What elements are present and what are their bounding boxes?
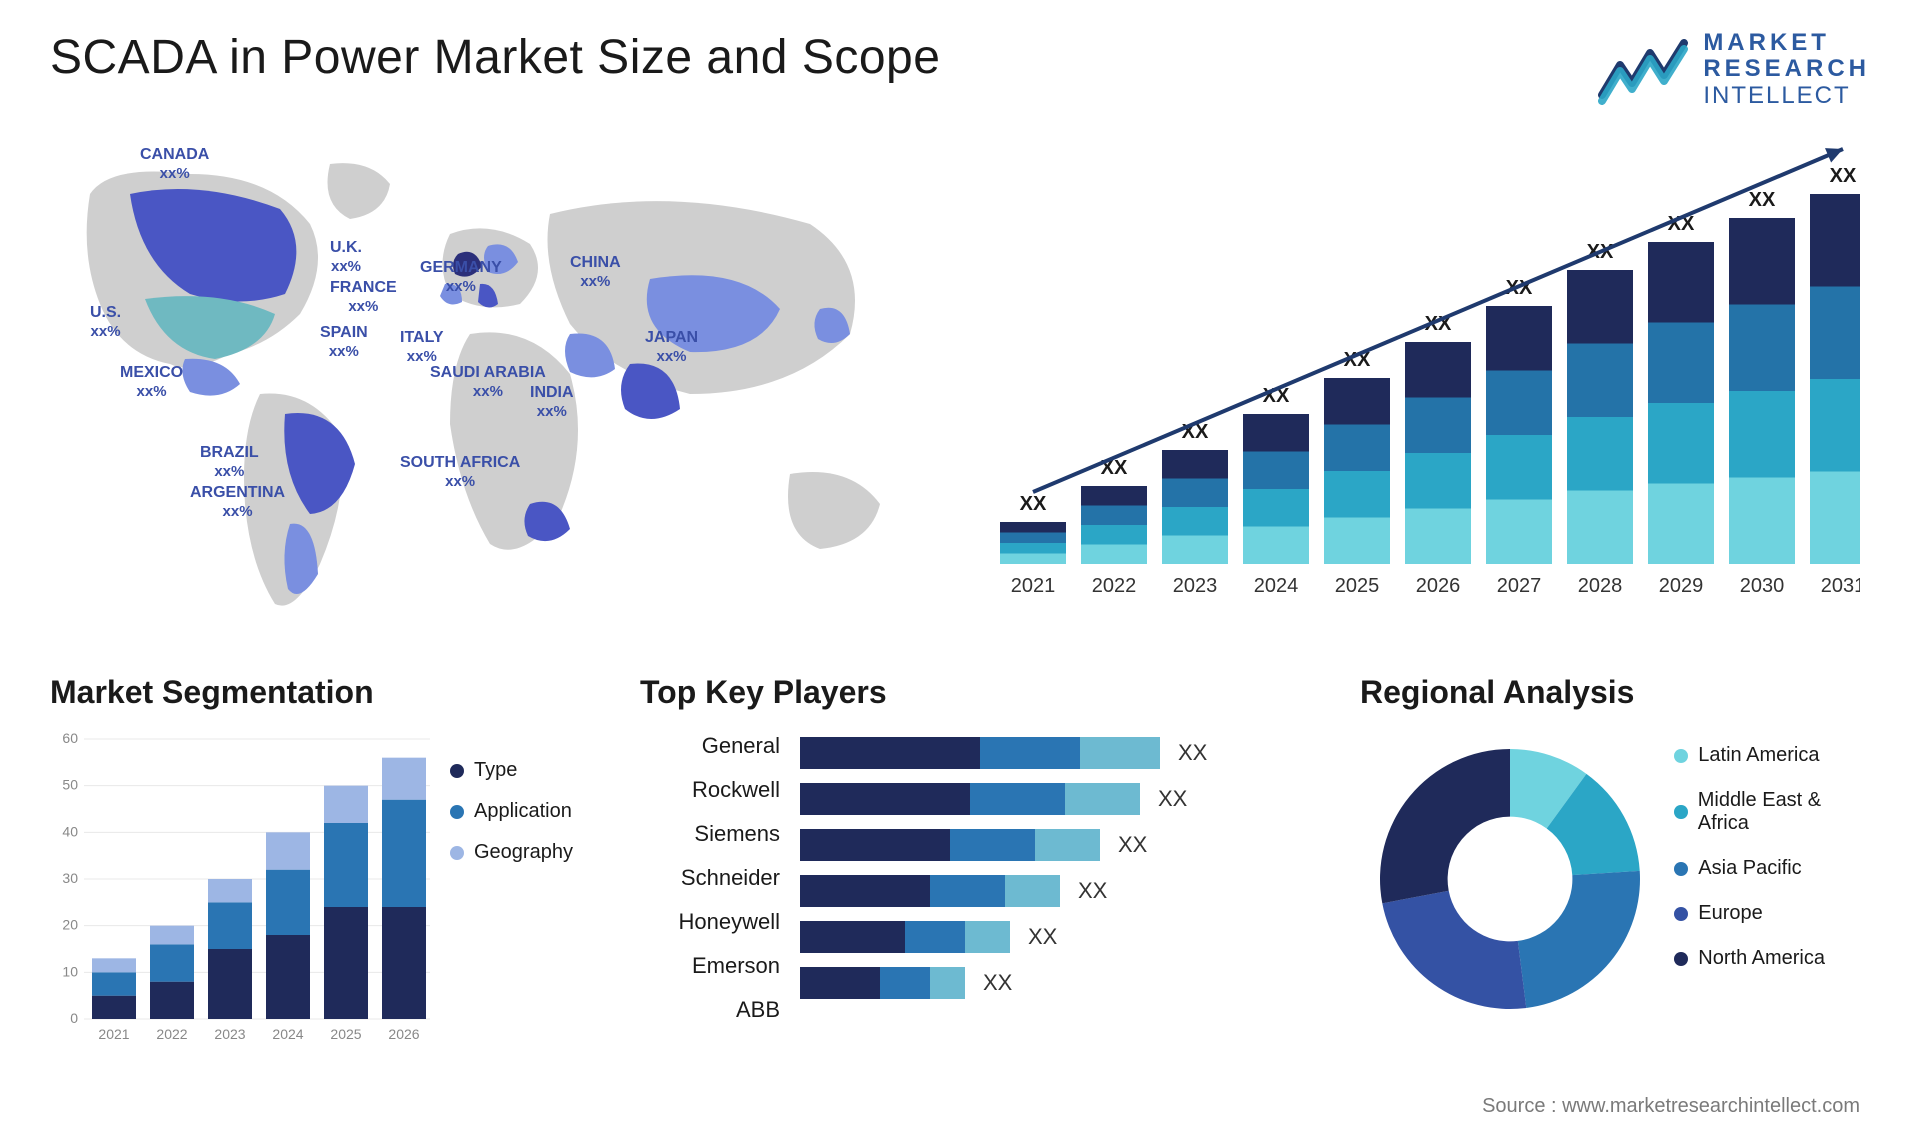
svg-text:XX: XX xyxy=(1118,832,1148,857)
players-chart: XX XX XX XX XX XX xyxy=(800,729,1320,1049)
country-label: CANADAxx% xyxy=(140,146,209,182)
logo: MARKET RESEARCH INTELLECT xyxy=(1598,30,1870,109)
svg-text:XX: XX xyxy=(1028,924,1058,949)
svg-text:2028: 2028 xyxy=(1578,575,1623,597)
legend-item: Asia Pacific xyxy=(1674,857,1870,880)
svg-text:10: 10 xyxy=(62,964,78,980)
country-label: SOUTH AFRICAxx% xyxy=(400,454,520,490)
player-name: Schneider xyxy=(640,865,780,891)
legend-item: Application xyxy=(450,800,573,823)
country-label: BRAZILxx% xyxy=(200,444,259,480)
svg-text:2030: 2030 xyxy=(1740,575,1785,597)
svg-text:2022: 2022 xyxy=(1092,575,1137,597)
segmentation-chart: 0 10 20 30 40 50 60 2021 2022 2023 2024 2025 2026 xyxy=(50,729,430,1049)
svg-text:2029: 2029 xyxy=(1659,575,1704,597)
regional-panel: Regional Analysis Latin America Middle Ea… xyxy=(1360,674,1870,1074)
player-name: Siemens xyxy=(640,821,780,847)
svg-text:2021: 2021 xyxy=(1011,575,1056,597)
svg-text:2026: 2026 xyxy=(388,1026,419,1042)
svg-text:30: 30 xyxy=(62,870,78,886)
country-label: ITALYxx% xyxy=(400,329,444,365)
svg-text:40: 40 xyxy=(62,824,78,840)
svg-text:XX: XX xyxy=(1749,189,1776,211)
svg-text:2022: 2022 xyxy=(156,1026,187,1042)
regional-title: Regional Analysis xyxy=(1360,674,1870,711)
country-label: FRANCExx% xyxy=(330,279,397,315)
svg-text:50: 50 xyxy=(62,777,78,793)
svg-text:2023: 2023 xyxy=(214,1026,245,1042)
legend-item: Type xyxy=(450,759,573,782)
svg-text:2025: 2025 xyxy=(330,1026,361,1042)
player-name: Honeywell xyxy=(640,909,780,935)
svg-text:XX: XX xyxy=(1020,493,1047,515)
country-label: INDIAxx% xyxy=(530,384,574,420)
regional-legend: Latin America Middle East & Africa Asia Pa… xyxy=(1674,729,1870,970)
country-label: JAPANxx% xyxy=(645,329,698,365)
growth-chart: XX2021XX2022XX2023XX2024XX2025XX2026XX20… xyxy=(990,134,1860,624)
growth-chart-panel: XX2021XX2022XX2023XX2024XX2025XX2026XX20… xyxy=(990,134,1870,644)
legend-item: North America xyxy=(1674,947,1870,970)
country-label: GERMANYxx% xyxy=(420,259,502,295)
country-label: U.S.xx% xyxy=(90,304,121,340)
country-label: U.K.xx% xyxy=(330,239,362,275)
svg-text:XX: XX xyxy=(1158,786,1188,811)
svg-text:2023: 2023 xyxy=(1173,575,1218,597)
segmentation-legend: Type Application Geography xyxy=(450,729,573,1049)
svg-text:XX: XX xyxy=(1078,878,1108,903)
legend-item: Latin America xyxy=(1674,744,1870,767)
svg-text:XX: XX xyxy=(983,970,1013,995)
country-label: CHINAxx% xyxy=(570,254,621,290)
source-text: Source : www.marketresearchintellect.com xyxy=(1482,1095,1860,1118)
logo-line-1: MARKET xyxy=(1703,30,1870,56)
bottom-row: Market Segmentation 0 10 20 30 40 50 60 2021 202… xyxy=(50,674,1870,1074)
segmentation-title: Market Segmentation xyxy=(50,674,620,711)
svg-text:XX: XX xyxy=(1830,165,1857,187)
svg-text:2024: 2024 xyxy=(1254,575,1299,597)
svg-text:2027: 2027 xyxy=(1497,575,1542,597)
header: SCADA in Power Market Size and Scope MAR… xyxy=(50,30,1870,109)
players-title: Top Key Players xyxy=(640,674,1340,711)
svg-text:2026: 2026 xyxy=(1416,575,1461,597)
svg-text:XX: XX xyxy=(1178,740,1208,765)
top-row: CANADAxx% U.S.xx% MEXICOxx% BRAZILxx% ARGENT… xyxy=(50,134,1870,644)
player-name: ABB xyxy=(640,997,780,1023)
logo-icon xyxy=(1598,35,1688,105)
country-label: MEXICOxx% xyxy=(120,364,183,400)
player-name: General xyxy=(640,733,780,759)
segmentation-panel: Market Segmentation 0 10 20 30 40 50 60 2021 202… xyxy=(50,674,620,1074)
player-name: Emerson xyxy=(640,953,780,979)
regional-donut xyxy=(1360,729,1649,1029)
logo-line-2: RESEARCH xyxy=(1703,56,1870,82)
svg-text:60: 60 xyxy=(62,730,78,746)
svg-text:2025: 2025 xyxy=(1335,575,1380,597)
svg-text:20: 20 xyxy=(62,917,78,933)
players-list: General Rockwell Siemens Schneider Honeywell… xyxy=(640,729,780,1049)
logo-line-3: INTELLECT xyxy=(1703,83,1870,109)
logo-text: MARKET RESEARCH INTELLECT xyxy=(1703,30,1870,109)
legend-item: Middle East & Africa xyxy=(1674,789,1870,835)
legend-item: Europe xyxy=(1674,902,1870,925)
svg-text:0: 0 xyxy=(70,1010,78,1026)
page-title: SCADA in Power Market Size and Scope xyxy=(50,30,940,85)
svg-text:2031: 2031 xyxy=(1821,575,1860,597)
country-label: ARGENTINAxx% xyxy=(190,484,285,520)
player-name: Rockwell xyxy=(640,777,780,803)
world-map-panel: CANADAxx% U.S.xx% MEXICOxx% BRAZILxx% ARGENT… xyxy=(50,134,970,644)
svg-text:2024: 2024 xyxy=(272,1026,303,1042)
legend-item: Geography xyxy=(450,841,573,864)
players-panel: Top Key Players General Rockwell Siemens Sc… xyxy=(640,674,1340,1074)
country-label: SAUDI ARABIAxx% xyxy=(430,364,546,400)
svg-text:2021: 2021 xyxy=(98,1026,129,1042)
country-label: SPAINxx% xyxy=(320,324,368,360)
